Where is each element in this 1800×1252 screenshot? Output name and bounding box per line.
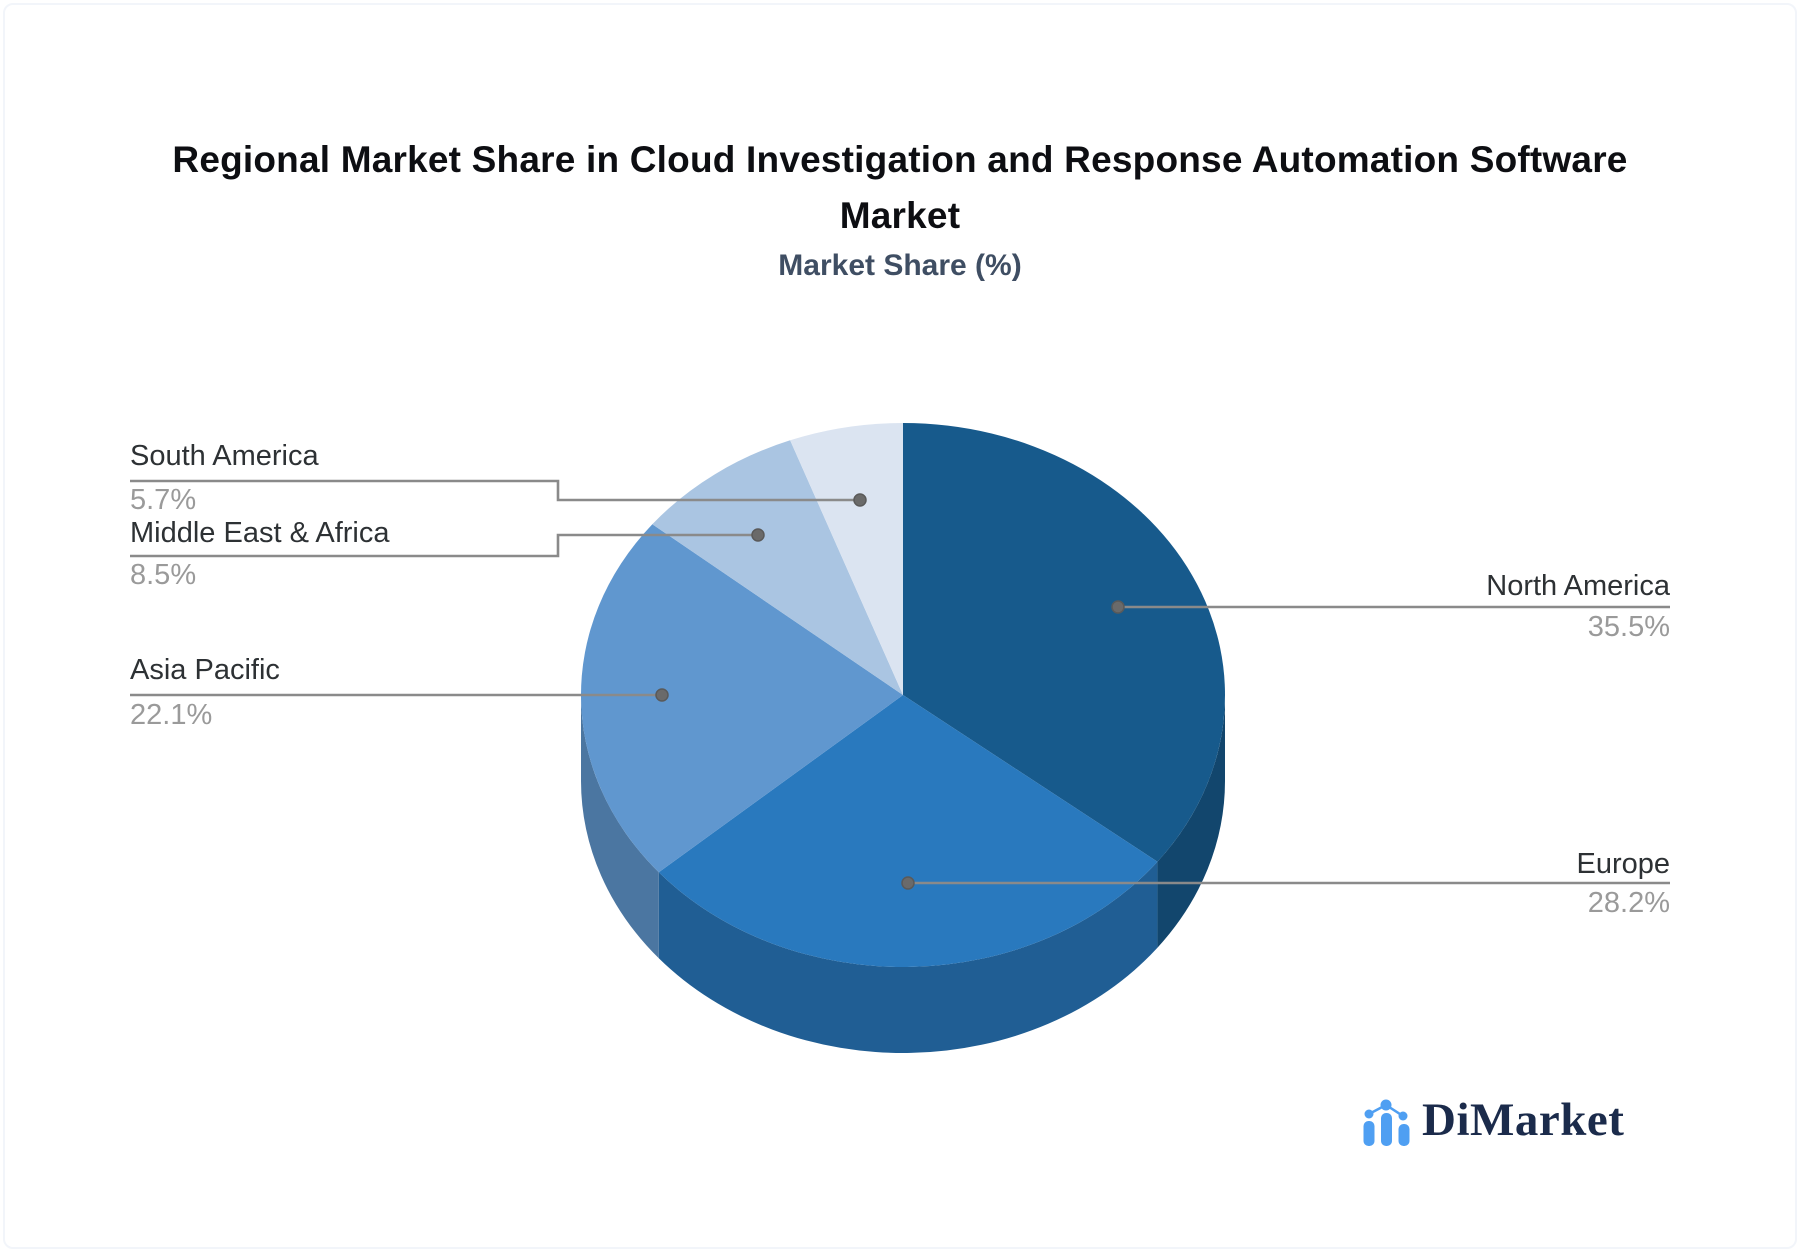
pie-slice [790, 423, 903, 695]
callout-label-south-america: South America [130, 440, 319, 472]
callout-value-north-america: 35.5% [1587, 611, 1670, 643]
pie-slice [658, 695, 1158, 967]
callout-label-asia-pacific: Asia Pacific [130, 654, 280, 686]
callout-value-asia-pacific: 22.1% [130, 699, 213, 731]
pie-slice [581, 524, 903, 873]
callout-label-north-america: North America [1486, 570, 1670, 602]
pie-3d-sides [581, 695, 1225, 1053]
logo-icon [1363, 1099, 1410, 1146]
callout-value-middle-east-africa: 8.5% [130, 559, 197, 591]
callout-label-europe: Europe [1576, 848, 1670, 880]
page-subtitle: Market Share (%) [778, 249, 1022, 282]
pie-slice [652, 440, 903, 695]
callout-value-europe: 28.2% [1587, 887, 1670, 919]
logo-text: DiMarket [1422, 1094, 1625, 1146]
pie-slice [903, 423, 1225, 862]
callout-lines [130, 479, 1670, 890]
callout-value-south-america: 5.7% [130, 484, 197, 516]
pie-slices [581, 423, 1225, 967]
brand-logo: DiMarket [1362, 1094, 1624, 1146]
callout-label-middle-east-africa: Middle East & Africa [130, 517, 390, 549]
page-title: Regional Market Share in Cloud Investiga… [172, 139, 1628, 236]
